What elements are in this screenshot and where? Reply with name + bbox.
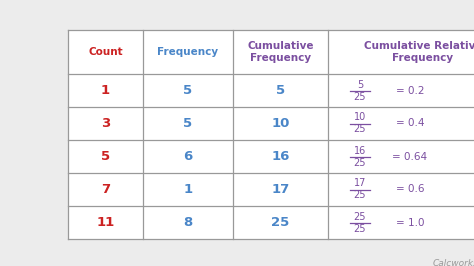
Text: 10: 10 bbox=[354, 113, 366, 123]
Text: 5: 5 bbox=[101, 150, 110, 163]
Text: 25: 25 bbox=[354, 92, 366, 102]
Text: Frequency: Frequency bbox=[157, 47, 219, 57]
Text: 25: 25 bbox=[354, 124, 366, 135]
Text: 6: 6 bbox=[183, 150, 192, 163]
Text: 16: 16 bbox=[271, 150, 290, 163]
Text: = 0.6: = 0.6 bbox=[396, 185, 424, 194]
Bar bbox=[68, 30, 474, 239]
Text: 25: 25 bbox=[354, 211, 366, 222]
Text: Cumulative Relative
Frequency: Cumulative Relative Frequency bbox=[364, 41, 474, 63]
Text: 5: 5 bbox=[357, 80, 363, 89]
Text: 7: 7 bbox=[101, 183, 110, 196]
Text: Cumulative
Frequency: Cumulative Frequency bbox=[247, 41, 314, 63]
Text: 1: 1 bbox=[101, 84, 110, 97]
Text: 5: 5 bbox=[183, 117, 192, 130]
Text: 5: 5 bbox=[183, 84, 192, 97]
Text: 25: 25 bbox=[354, 190, 366, 201]
Text: 3: 3 bbox=[101, 117, 110, 130]
Text: 10: 10 bbox=[271, 117, 290, 130]
Text: 25: 25 bbox=[272, 216, 290, 229]
Text: 25: 25 bbox=[354, 157, 366, 168]
Text: 8: 8 bbox=[183, 216, 192, 229]
Text: = 0.64: = 0.64 bbox=[392, 152, 428, 161]
Text: 5: 5 bbox=[276, 84, 285, 97]
Text: 16: 16 bbox=[354, 146, 366, 156]
Text: 1: 1 bbox=[183, 183, 192, 196]
Text: = 0.2: = 0.2 bbox=[396, 85, 424, 95]
Text: 100%: 100% bbox=[473, 218, 474, 227]
Text: 17: 17 bbox=[272, 183, 290, 196]
Text: = 0.4: = 0.4 bbox=[396, 118, 424, 128]
Text: 11: 11 bbox=[96, 216, 115, 229]
Text: = 1.0: = 1.0 bbox=[396, 218, 424, 227]
Text: Count: Count bbox=[88, 47, 123, 57]
Text: Calcworkshop.com: Calcworkshop.com bbox=[433, 259, 474, 266]
Text: 25: 25 bbox=[354, 223, 366, 234]
Text: 17: 17 bbox=[354, 178, 366, 189]
